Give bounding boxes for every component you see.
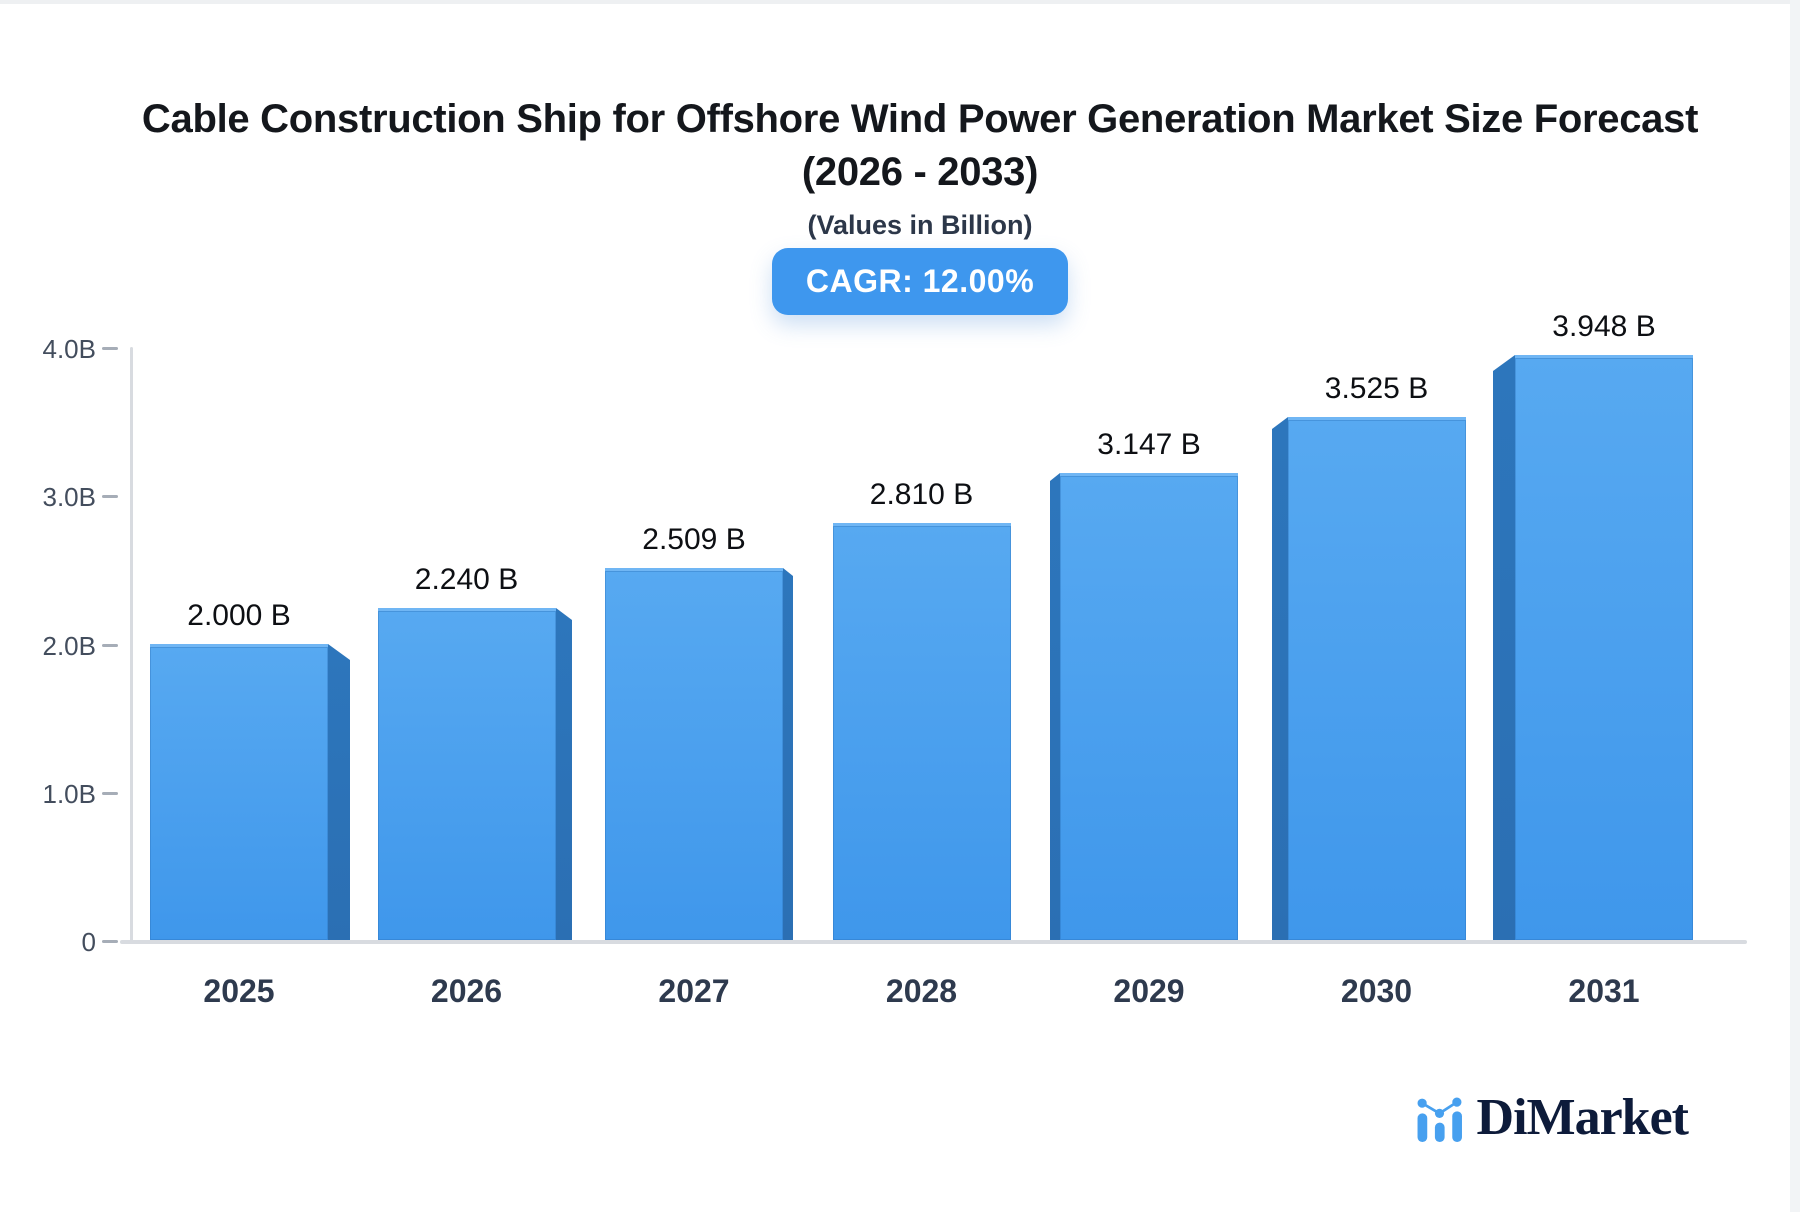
bar-value-label: 2.810 B	[869, 478, 974, 511]
x-tick-label: 2025	[203, 973, 275, 1009]
bar-value-label: 3.948 B	[1552, 310, 1656, 343]
y-tick-label: 2.0B	[42, 631, 97, 661]
y-tick-dash	[102, 940, 118, 943]
dimarket-logo-text: DiMarket	[1476, 1089, 1689, 1146]
y-axis-line	[130, 347, 133, 944]
bar-3d-side	[328, 644, 350, 940]
bar-2025	[150, 644, 328, 940]
y-tick-label: 0	[81, 927, 96, 957]
chart-subtitle: (Values in Billion)	[807, 210, 1033, 240]
bar-value-label: 2.000 B	[187, 599, 291, 632]
cagr-badge: CAGR: 12.00%	[771, 248, 1069, 315]
bar-2026	[378, 608, 556, 940]
x-tick-label: 2031	[1568, 973, 1640, 1009]
bar-2029	[1060, 473, 1238, 940]
x-tick-label: 2030	[1340, 973, 1413, 1009]
y-tick-label: 3.0B	[42, 482, 97, 512]
bar-3d-side	[1493, 355, 1515, 940]
bar-3d-side	[1272, 417, 1288, 940]
bar-value-label: 3.147 B	[1097, 428, 1201, 461]
y-tick-dash	[102, 644, 118, 647]
x-tick-label: 2029	[1113, 973, 1185, 1009]
dimarket-logo: DiMarket	[1416, 1089, 1689, 1146]
x-tick-label: 2027	[658, 973, 730, 1009]
y-tick-dash	[102, 495, 118, 498]
chart-title: Cable Construction Ship for Offshore Win…	[141, 97, 1699, 141]
chart-title-years: (2026 - 2033)	[801, 150, 1039, 194]
page-top-edge	[0, 0, 1800, 4]
chart-header: Cable Construction Ship for Offshore Win…	[0, 0, 1800, 315]
x-axis-line	[120, 940, 1747, 944]
y-tick-dash	[102, 347, 118, 350]
bar-2028	[833, 523, 1011, 940]
bar-2030	[1288, 417, 1466, 940]
bar-value-label: 2.509 B	[642, 523, 746, 556]
bar-value-label: 2.240 B	[414, 563, 519, 596]
bar-chart-icon	[1417, 1097, 1462, 1142]
bar-3d-side	[556, 608, 572, 940]
y-tick-label: 1.0B	[42, 779, 97, 809]
cagr-badge-row: CAGR: 12.00%	[0, 248, 1800, 315]
bar-2031	[1515, 355, 1693, 940]
y-tick-dash	[102, 792, 118, 795]
bar-value-label: 3.525 B	[1324, 372, 1429, 405]
bar-2027	[605, 568, 783, 940]
x-tick-label: 2028	[885, 973, 958, 1009]
bar-3d-side	[1050, 473, 1060, 940]
x-tick-label: 2026	[430, 973, 503, 1009]
page-right-edge	[1790, 0, 1800, 1212]
y-tick-label: 4.0B	[42, 334, 97, 364]
bar-3d-side	[783, 568, 793, 940]
